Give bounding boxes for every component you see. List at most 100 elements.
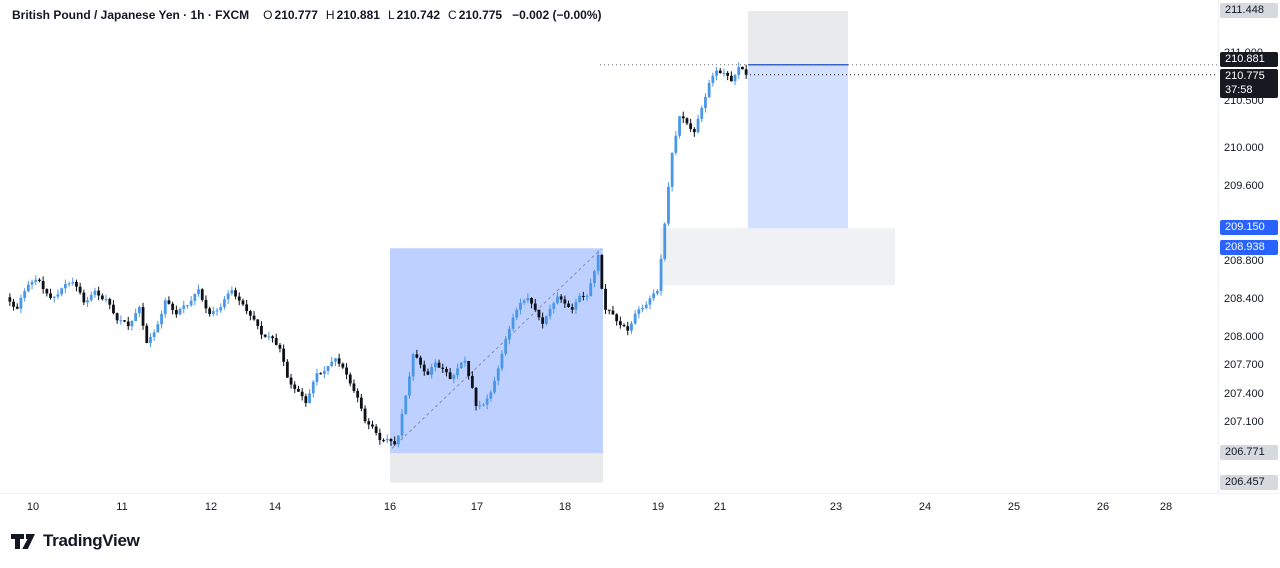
candle[interactable] (97, 290, 101, 296)
candle[interactable] (63, 284, 67, 289)
candle[interactable] (696, 118, 700, 133)
candle[interactable] (700, 108, 704, 119)
candle[interactable] (678, 116, 681, 136)
candle[interactable] (685, 118, 689, 124)
candle[interactable] (23, 291, 27, 299)
candle[interactable] (211, 311, 215, 315)
candle[interactable] (374, 426, 378, 433)
candle[interactable] (593, 271, 596, 284)
candle[interactable] (718, 70, 722, 74)
candle[interactable] (304, 396, 308, 403)
trend-dashed-line[interactable] (391, 248, 602, 449)
candle[interactable] (311, 381, 315, 394)
candle[interactable] (156, 324, 160, 333)
candle[interactable] (533, 303, 537, 310)
candle[interactable] (263, 334, 267, 337)
candle[interactable] (359, 397, 363, 409)
candle[interactable] (463, 361, 467, 363)
candle[interactable] (541, 317, 545, 324)
candle[interactable] (108, 299, 112, 305)
candle[interactable] (71, 281, 75, 284)
candle[interactable] (241, 300, 245, 305)
price-axis[interactable]: 211.000210.500210.000209.600208.800208.4… (1218, 0, 1280, 493)
candle[interactable] (574, 302, 578, 310)
candle[interactable] (600, 254, 604, 289)
candle[interactable] (722, 72, 726, 74)
candle[interactable] (589, 283, 593, 297)
candle[interactable] (182, 305, 186, 309)
candle[interactable] (385, 439, 389, 441)
range-box-gray-bottom[interactable] (390, 453, 603, 483)
candle[interactable] (171, 303, 175, 310)
candle[interactable] (208, 308, 212, 315)
candle[interactable] (437, 362, 441, 368)
candle[interactable] (715, 70, 718, 76)
candle[interactable] (744, 69, 748, 75)
candle[interactable] (655, 291, 659, 294)
candle[interactable] (100, 295, 104, 300)
candle[interactable] (611, 310, 615, 315)
candle[interactable] (474, 387, 478, 406)
candle[interactable] (41, 280, 45, 290)
candle[interactable] (345, 367, 348, 375)
candle[interactable] (89, 294, 93, 301)
candle[interactable] (334, 358, 337, 362)
candle[interactable] (230, 290, 234, 294)
candle[interactable] (389, 439, 393, 442)
candle[interactable] (26, 284, 30, 292)
candle[interactable] (282, 348, 286, 362)
candle[interactable] (478, 405, 482, 407)
candle[interactable] (174, 309, 178, 315)
candle[interactable] (163, 300, 167, 314)
candle[interactable] (422, 364, 426, 372)
chart-pane[interactable] (0, 0, 1218, 493)
zone-box-gray-mid[interactable] (660, 228, 895, 285)
candle[interactable] (352, 383, 356, 392)
candle[interactable] (411, 354, 415, 377)
candle[interactable] (49, 293, 52, 298)
candle[interactable] (618, 321, 622, 326)
candle[interactable] (404, 395, 408, 414)
candle[interactable] (467, 361, 471, 376)
candle[interactable] (60, 288, 64, 295)
candle[interactable] (489, 392, 493, 399)
candle[interactable] (341, 363, 345, 368)
candle[interactable] (504, 339, 508, 354)
candle[interactable] (252, 315, 256, 320)
candle[interactable] (134, 313, 138, 322)
candle[interactable] (670, 152, 674, 187)
candle[interactable] (452, 375, 456, 379)
candle[interactable] (485, 398, 489, 405)
candle[interactable] (160, 313, 163, 325)
candle[interactable] (559, 296, 563, 300)
candle[interactable] (667, 186, 670, 224)
candle[interactable] (12, 301, 15, 307)
candle[interactable] (248, 311, 252, 316)
candle[interactable] (470, 375, 474, 388)
candle[interactable] (119, 320, 123, 322)
chart-legend[interactable]: British Pound / Japanese Yen · 1h · FXCM… (12, 8, 602, 22)
candle[interactable] (622, 325, 626, 327)
candle[interactable] (459, 362, 463, 369)
candle[interactable] (626, 326, 630, 331)
candle[interactable] (52, 296, 56, 298)
candle[interactable] (415, 354, 419, 358)
candle[interactable] (226, 293, 230, 300)
candle[interactable] (67, 283, 71, 285)
candle[interactable] (30, 281, 34, 285)
candle[interactable] (456, 368, 459, 376)
projection-box-blue[interactable] (748, 64, 848, 229)
candle[interactable] (445, 368, 448, 373)
candle[interactable] (704, 96, 707, 109)
candle[interactable] (729, 75, 733, 82)
candle[interactable] (448, 372, 452, 379)
candle[interactable] (637, 309, 641, 314)
candle[interactable] (570, 306, 574, 310)
candle[interactable] (186, 305, 189, 307)
candle[interactable] (641, 307, 644, 310)
candle[interactable] (145, 325, 149, 344)
candle[interactable] (197, 289, 200, 294)
candle[interactable] (141, 307, 145, 326)
candle[interactable] (219, 307, 223, 311)
candle[interactable] (648, 298, 652, 305)
